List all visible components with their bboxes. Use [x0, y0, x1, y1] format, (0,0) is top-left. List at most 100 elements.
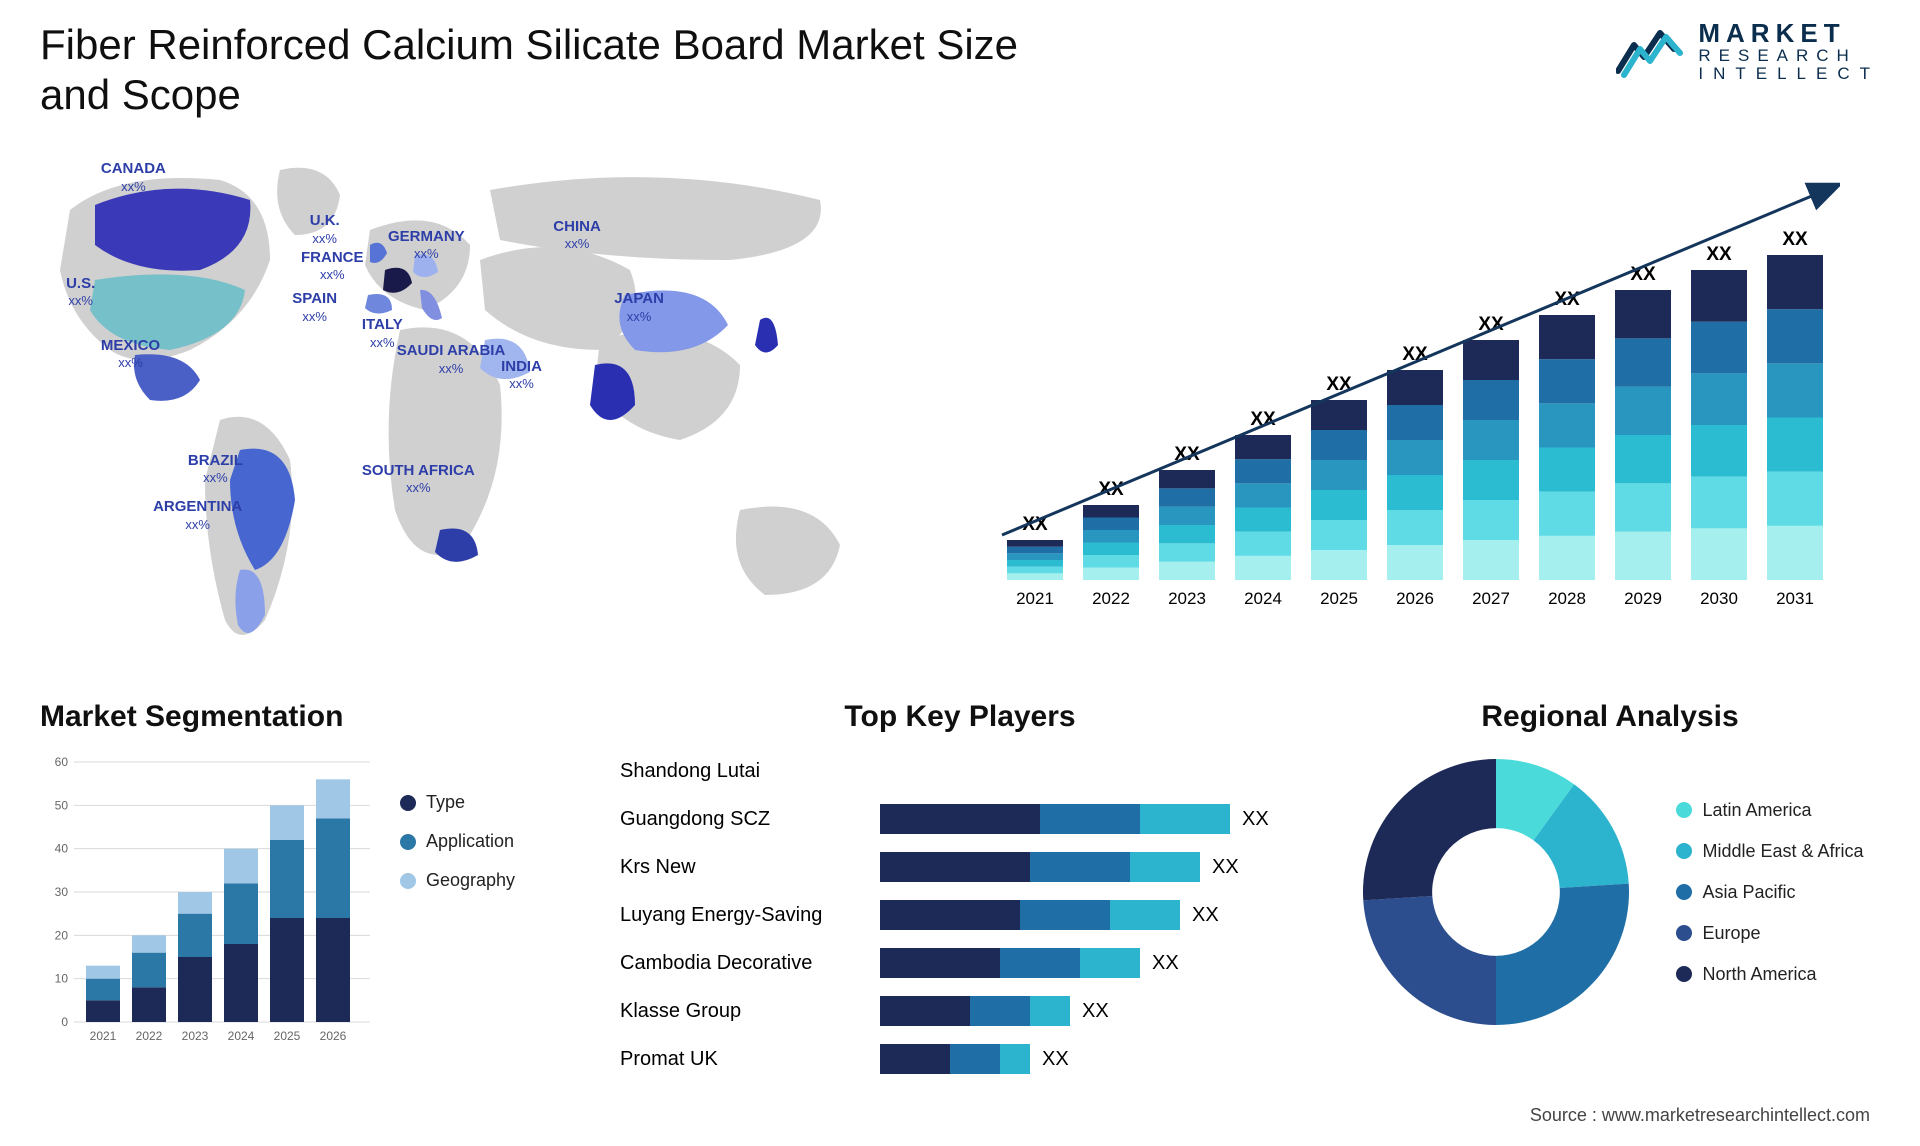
segmentation-title: Market Segmentation [40, 700, 580, 734]
player-value: XX [1212, 856, 1239, 879]
country-label: MEXICOxx% [101, 337, 160, 372]
seg-ytick: 50 [55, 798, 69, 812]
seg-year-label: 2023 [182, 1029, 209, 1043]
player-name: Shandong Lutai [620, 760, 880, 783]
growth-bar-segment [1691, 270, 1747, 322]
seg-bar-segment [86, 1000, 120, 1022]
player-bar-segment [1040, 804, 1140, 834]
player-name: Krs New [620, 856, 880, 879]
growth-bar-segment [1539, 359, 1595, 403]
regional-legend-item: Middle East & Africa [1676, 841, 1863, 862]
player-bar-segment [880, 900, 1020, 930]
growth-bar-segment [1007, 560, 1063, 567]
growth-bar-segment [1007, 567, 1063, 574]
players-panel: Top Key Players Shandong Lutai Guangdong… [620, 700, 1300, 1078]
donut-slice [1364, 896, 1497, 1025]
seg-bar-segment [178, 914, 212, 957]
growth-bar-segment [1463, 380, 1519, 420]
growth-bar-segment [1463, 460, 1519, 500]
country-label: CANADAxx% [101, 160, 166, 195]
seg-year-label: 2024 [228, 1029, 255, 1043]
growth-bar-segment [1767, 472, 1823, 526]
growth-bar-label: XX [1326, 374, 1352, 395]
world-map [40, 150, 910, 670]
player-name: Cambodia Decorative [620, 952, 880, 975]
growth-bar-segment [1615, 483, 1671, 531]
country-label: CHINAxx% [553, 218, 601, 253]
seg-legend-item: Type [400, 792, 515, 813]
growth-bar-segment [1159, 507, 1215, 525]
growth-bar-segment [1539, 492, 1595, 536]
country-label: U.K.xx% [310, 212, 340, 247]
growth-bar-segment [1311, 460, 1367, 490]
growth-bar-segment [1691, 477, 1747, 529]
header: Fiber Reinforced Calcium Silicate Board … [40, 20, 1880, 121]
growth-bar-segment [1463, 540, 1519, 580]
player-name: Luyang Energy-Saving [620, 904, 880, 927]
growth-bar-label: XX [1706, 244, 1732, 265]
footer-source: Source : www.marketresearchintellect.com [1530, 1105, 1870, 1126]
player-row: Promat UK XX [620, 1040, 1300, 1078]
growth-bar-segment [1387, 405, 1443, 440]
country-label: GERMANYxx% [388, 228, 465, 263]
growth-year-label: 2021 [1016, 589, 1054, 608]
growth-bar-segment [1083, 518, 1139, 531]
growth-bar-segment [1083, 555, 1139, 568]
seg-bar-segment [270, 805, 304, 840]
player-row: Guangdong SCZ XX [620, 800, 1300, 838]
growth-bar-segment [1615, 435, 1671, 483]
growth-bar-segment [1767, 363, 1823, 417]
regional-legend-item: North America [1676, 964, 1863, 985]
seg-ytick: 60 [55, 755, 69, 769]
seg-bar-segment [132, 935, 166, 952]
growth-year-label: 2027 [1472, 589, 1510, 608]
player-row: Krs New XX [620, 848, 1300, 886]
regional-legend: Latin AmericaMiddle East & AfricaAsia Pa… [1676, 800, 1863, 985]
player-row: Luyang Energy-Saving XX [620, 896, 1300, 934]
growth-bar-segment [1767, 526, 1823, 580]
country-label: FRANCExx% [301, 249, 364, 284]
page-title: Fiber Reinforced Calcium Silicate Board … [40, 20, 1090, 121]
donut-slice [1363, 759, 1496, 900]
growth-bar-segment [1767, 309, 1823, 363]
growth-year-label: 2031 [1776, 589, 1814, 608]
growth-bar-segment [1007, 573, 1063, 580]
growth-bar-segment [1311, 550, 1367, 580]
regional-legend-item: Asia Pacific [1676, 882, 1863, 903]
seg-ytick: 30 [55, 885, 69, 899]
growth-year-label: 2030 [1700, 589, 1738, 608]
seg-bar-segment [178, 892, 212, 914]
world-map-panel: CANADAxx%U.S.xx%MEXICOxx%BRAZILxx%ARGENT… [40, 150, 910, 670]
player-bar-segment [1030, 852, 1130, 882]
growth-bar-segment [1235, 532, 1291, 556]
growth-bar-segment [1007, 547, 1063, 554]
players-title: Top Key Players [620, 700, 1300, 734]
country-label: INDIAxx% [501, 358, 542, 393]
player-bar-segment [1000, 1044, 1030, 1074]
player-bar-segment [1140, 804, 1230, 834]
player-bar [880, 996, 1070, 1026]
regional-panel: Regional Analysis Latin AmericaMiddle Ea… [1340, 700, 1880, 1078]
player-bar [880, 852, 1200, 882]
country-label: U.S.xx% [66, 275, 95, 310]
growth-bar-segment [1159, 470, 1215, 488]
growth-bar-segment [1387, 510, 1443, 545]
seg-bar-segment [224, 944, 258, 1022]
player-bar-segment [880, 852, 1030, 882]
growth-year-label: 2022 [1092, 589, 1130, 608]
growth-bar-segment [1007, 540, 1063, 547]
growth-bar-label: XX [1782, 229, 1808, 250]
growth-bar-segment [1691, 528, 1747, 580]
country-label: JAPANxx% [614, 290, 664, 325]
growth-bar-segment [1007, 553, 1063, 560]
player-bar-segment [880, 948, 1000, 978]
growth-bar-segment [1311, 490, 1367, 520]
growth-bar-segment [1615, 387, 1671, 435]
seg-year-label: 2021 [90, 1029, 117, 1043]
growth-chart: XX2021XX2022XX2023XX2024XX2025XX2026XX20… [970, 150, 1840, 630]
growth-bar-segment [1235, 483, 1291, 507]
growth-bar-label: XX [1478, 314, 1504, 335]
player-bar-segment [880, 804, 1040, 834]
growth-year-label: 2024 [1244, 589, 1282, 608]
growth-bar-segment [1539, 315, 1595, 359]
